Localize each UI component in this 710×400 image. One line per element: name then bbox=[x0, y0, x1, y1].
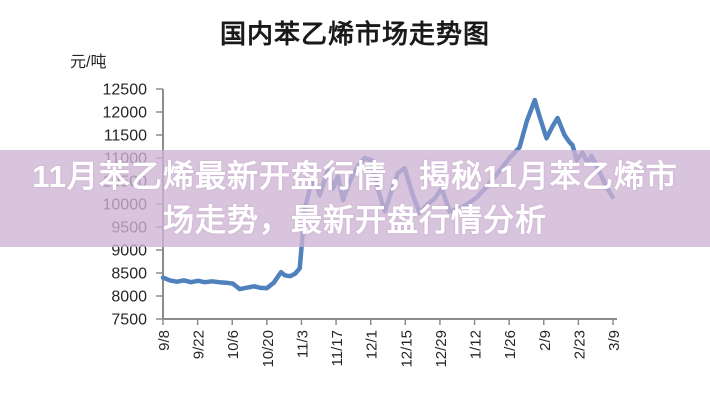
x-tick-label: 2/9 bbox=[537, 330, 554, 351]
x-tick-label: 1/12 bbox=[468, 330, 485, 359]
x-tick-label: 11/3 bbox=[294, 330, 311, 358]
x-tick-label: 11/17 bbox=[329, 330, 346, 366]
watermark-overlay-banner: 11月苯乙烯最新开盘行情，揭秘11月苯乙烯市 场走势，最新开盘行情分析 bbox=[0, 150, 710, 247]
y-tick-label: 8500 bbox=[111, 266, 147, 283]
x-tick-label: 12/29 bbox=[433, 330, 450, 368]
y-tick-label: 8000 bbox=[111, 289, 147, 306]
overlay-text-line-2: 场走势，最新开盘行情分析 bbox=[163, 202, 547, 238]
x-tick-label: 1/26 bbox=[502, 330, 519, 359]
x-tick-label: 9/22 bbox=[191, 330, 208, 359]
y-axis-unit-label: 元/吨 bbox=[70, 54, 107, 71]
x-tick-label: 9/8 bbox=[156, 330, 173, 351]
x-tick-label: 3/9 bbox=[606, 330, 623, 351]
y-tick-label: 11500 bbox=[104, 128, 147, 145]
x-tick-label: 12/1 bbox=[364, 330, 381, 359]
x-tick-label: 12/15 bbox=[398, 330, 415, 368]
x-tick-label: 10/20 bbox=[260, 330, 277, 368]
overlay-text-line-1: 11月苯乙烯最新开盘行情，揭秘11月苯乙烯市 bbox=[32, 158, 678, 194]
y-tick-label: 12500 bbox=[103, 82, 148, 99]
x-tick-label: 10/6 bbox=[225, 330, 242, 359]
y-tick-label: 7500 bbox=[111, 312, 147, 329]
x-tick-label: 2/23 bbox=[571, 330, 588, 359]
y-tick-label: 12000 bbox=[103, 105, 148, 122]
chart-title: 国内苯乙烯市场走势图 bbox=[219, 19, 490, 49]
